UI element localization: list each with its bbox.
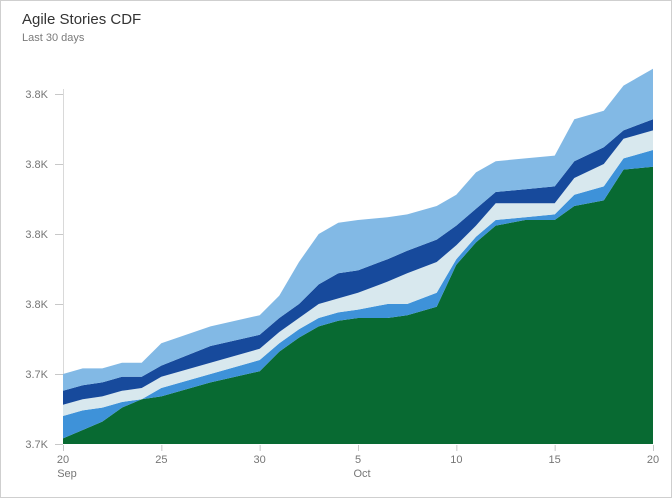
y-axis-tick-label: 3.8K: [25, 299, 48, 311]
chart-title: Agile Stories CDF: [22, 11, 142, 28]
dark-green-band: [63, 166, 653, 445]
y-axis-tick-label: 3.8K: [25, 229, 48, 241]
x-axis-tick-label: 30: [254, 454, 266, 466]
y-axis-tick-label: 3.7K: [25, 439, 48, 451]
y-axis-tick-label: 3.8K: [25, 89, 48, 101]
x-axis-tick-label: 25: [155, 454, 167, 466]
medium-blue-band: [63, 150, 653, 439]
x-axis-month-label: Sep: [57, 468, 77, 480]
x-axis-tick-label: 5: [355, 454, 361, 466]
x-axis-tick-label: 10: [450, 454, 462, 466]
x-axis-tick-label: 20: [647, 454, 659, 466]
x-axis-tick-label: 20: [57, 454, 69, 466]
y-axis-tick-label: 3.8K: [25, 159, 48, 171]
sky-blue-band: [63, 68, 653, 391]
x-axis-tick-label: 15: [549, 454, 561, 466]
x-axis-month-label: Oct: [353, 468, 370, 480]
y-axis-tick-label: 3.7K: [25, 369, 48, 381]
chart-subtitle: Last 30 days: [22, 32, 85, 44]
